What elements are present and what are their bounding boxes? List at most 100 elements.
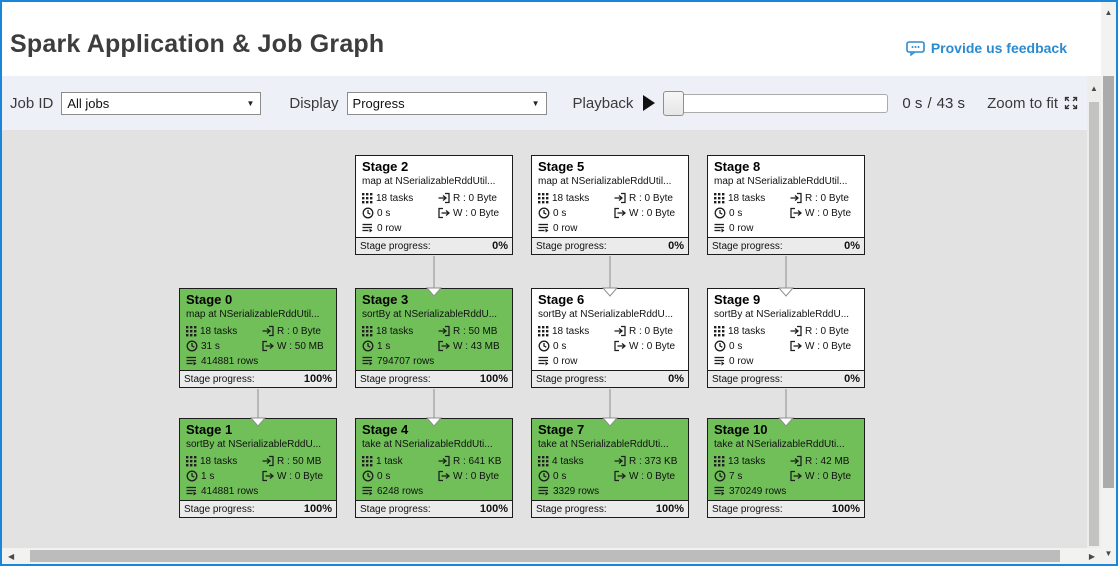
read-value: R : 50 MB [453,325,498,337]
provide-feedback-link[interactable]: Provide us feedback [906,40,1067,56]
input-icon [614,192,626,204]
time-value: 0 s [729,340,743,352]
job-graph-canvas[interactable]: Stage 0 map at NSerializableRddUtil... 1… [2,130,1087,548]
elapsed-time: 0 s [902,94,923,112]
stage-progress-label: Stage progress: [184,503,255,515]
stage-card-body: Stage 1 sortBy at NSerializableRddU... 1… [180,419,336,497]
zoom-to-fit-button[interactable]: Zoom to fit [987,95,1079,112]
stage-read: R : 0 Byte [438,192,507,204]
stage-time: 7 s [714,470,788,482]
stage-progress-value: 100% [479,373,508,385]
playback-slider[interactable] [663,90,889,116]
stage-card-body: Stage 3 sortBy at NSerializableRddU... 1… [356,289,512,367]
stage-card-0[interactable]: Stage 0 map at NSerializableRddUtil... 1… [179,288,337,388]
clock-icon [362,470,374,482]
stage-card-9[interactable]: Stage 9 sortBy at NSerializableRddU... 1… [707,288,865,388]
input-icon [790,192,802,204]
scroll-up-icon[interactable]: ▲ [1090,84,1098,93]
graph-vscroll-thumb[interactable] [1089,102,1099,546]
scroll-left-icon[interactable]: ◀ [8,551,15,561]
stage-stats: 4 tasks R : 373 KB [538,455,683,497]
stage-progress-value: 0% [844,373,860,385]
stage-progress-value: 100% [831,503,860,515]
stage-card-1[interactable]: Stage 1 sortBy at NSerializableRddU... 1… [179,418,337,518]
stage-rows: 3329 rows [538,485,683,497]
stage-card-8[interactable]: Stage 8 map at NSerializableRddUtil... 1… [707,155,865,255]
stage-card-5[interactable]: Stage 5 map at NSerializableRddUtil... 1… [531,155,689,255]
stage-card-10[interactable]: Stage 10 take at NSerializableRddUti... … [707,418,865,518]
output-icon [790,207,802,219]
clock-icon [714,470,726,482]
tasks-value: 18 tasks [728,192,766,204]
output-icon [614,340,626,352]
input-icon [262,455,274,467]
stage-progress-label: Stage progress: [360,503,431,515]
write-value: W : 50 MB [277,340,324,352]
stage-progress-bar: Stage progress: 0% [708,370,864,387]
scroll-up-icon[interactable]: ▲ [1104,8,1113,17]
write-value: W : 0 Byte [629,340,676,352]
stage-progress-bar: Stage progress: 0% [356,237,512,254]
grid-icon [186,455,197,467]
stage-rows: 794707 rows [362,355,507,367]
tasks-value: 18 tasks [552,325,590,337]
stage-progress-bar: Stage progress: 100% [708,500,864,517]
provide-feedback-label: Provide us feedback [930,40,1067,56]
stage-progress-bar: Stage progress: 0% [532,370,688,387]
rows-value: 370249 rows [729,485,787,497]
output-icon [262,470,274,482]
stage-progress-value: 0% [492,240,508,252]
stage-tasks: 18 tasks [186,325,260,337]
graph-horizontal-scrollbar[interactable]: ◀ ▶ [2,548,1101,564]
stage-read: R : 373 KB [614,455,683,467]
scroll-down-icon[interactable]: ▼ [1104,549,1113,558]
clock-icon [362,340,374,352]
stage-card-3[interactable]: Stage 3 sortBy at NSerializableRddU... 1… [355,288,513,388]
stage-progress-label: Stage progress: [536,240,607,252]
stage-read: R : 0 Byte [790,325,859,337]
graph-vertical-scrollbar[interactable]: ▲ [1087,76,1101,548]
output-icon [614,470,626,482]
time-value: 0 s [729,207,743,219]
stage-card-6[interactable]: Stage 6 sortBy at NSerializableRddU... 1… [531,288,689,388]
write-value: W : 0 Byte [629,470,676,482]
stage-progress-value: 100% [303,373,332,385]
rows-icon [538,222,550,234]
tasks-value: 18 tasks [728,325,766,337]
stage-title: Stage 8 [714,159,761,174]
chevron-down-icon: ▼ [531,98,540,108]
time-value: 1 s [201,470,215,482]
rows-icon [362,485,374,497]
stage-rows: 0 row [538,355,683,367]
rows-value: 3329 rows [553,485,600,497]
playback-slider-thumb[interactable] [663,90,685,116]
job-id-select[interactable]: All jobs ▼ [61,91,262,115]
scroll-right-icon[interactable]: ▶ [1088,551,1095,561]
stage-rows: 6248 rows [362,485,507,497]
time-value: 7 s [729,470,743,482]
stage-card-4[interactable]: Stage 4 take at NSerializableRddUti... 1… [355,418,513,518]
stage-read: R : 0 Byte [614,192,683,204]
display-select[interactable]: Progress ▼ [346,91,547,115]
stage-progress-label: Stage progress: [536,503,607,515]
stage-read: R : 42 MB [790,455,859,467]
stage-card-7[interactable]: Stage 7 take at NSerializableRddUti... 4… [531,418,689,518]
stage-stats: 13 tasks R : 42 MB [714,455,859,497]
stage-card-2[interactable]: Stage 2 map at NSerializableRddUtil... 1… [355,155,513,255]
graph-hscroll-thumb[interactable] [30,550,1060,562]
stage-progress-value: 100% [655,503,684,515]
time-value: 0 s [377,470,391,482]
grid-icon [186,325,197,337]
playback-label: Playback [572,94,634,112]
page-vscroll-thumb[interactable] [1103,76,1114,488]
page-vertical-scrollbar[interactable]: ▲ ▼ [1101,2,1116,564]
stage-stats: 18 tasks R : 50 MB [362,325,507,367]
rows-icon [362,355,374,367]
clock-icon [538,470,550,482]
stage-stats: 1 task R : 641 KB [362,455,507,497]
grid-icon [538,325,549,337]
play-icon[interactable] [643,95,656,111]
rows-icon [538,485,550,497]
stage-time: 0 s [714,207,788,219]
write-value: W : 0 Byte [277,470,324,482]
